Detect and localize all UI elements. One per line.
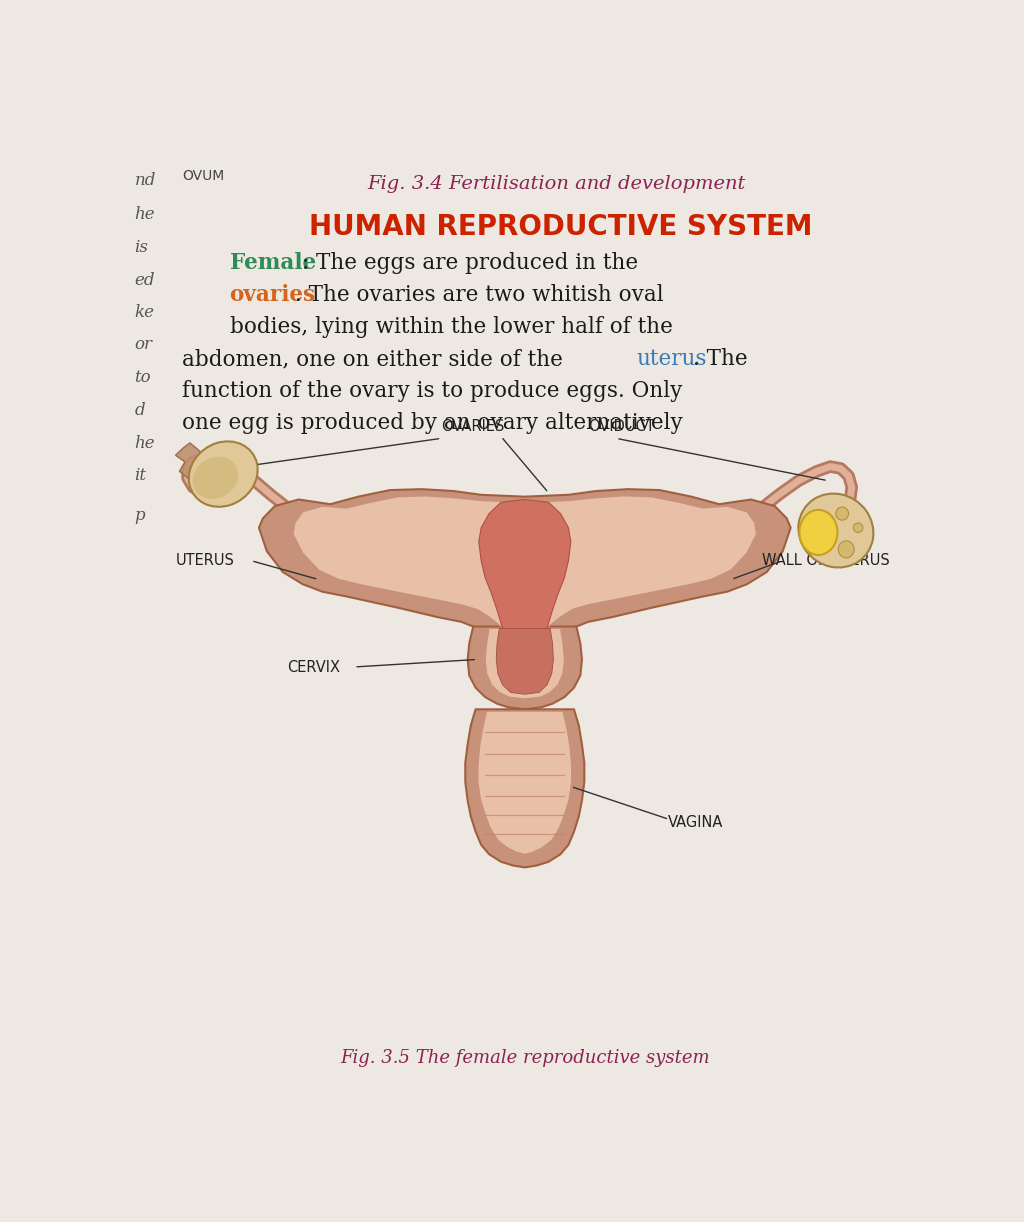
Text: HUMAN REPRODUCTIVE SYSTEM: HUMAN REPRODUCTIVE SYSTEM xyxy=(309,213,812,241)
Text: to: to xyxy=(134,369,151,386)
Polygon shape xyxy=(497,628,553,694)
Text: he: he xyxy=(134,435,155,452)
Text: nd: nd xyxy=(134,172,156,189)
Text: function of the ovary is to produce eggs. Only: function of the ovary is to produce eggs… xyxy=(182,380,682,402)
Text: . The: . The xyxy=(693,348,748,370)
Text: or: or xyxy=(134,336,153,353)
Text: bodies, lying within the lower half of the: bodies, lying within the lower half of t… xyxy=(229,316,673,338)
Polygon shape xyxy=(176,444,215,478)
Polygon shape xyxy=(833,505,860,541)
Ellipse shape xyxy=(836,507,849,521)
Text: OVUM: OVUM xyxy=(182,169,224,183)
Text: CERVIX: CERVIX xyxy=(287,660,340,676)
Text: he: he xyxy=(134,205,155,222)
Text: ke: ke xyxy=(134,304,155,320)
Text: p: p xyxy=(134,507,145,524)
Ellipse shape xyxy=(188,441,258,507)
Polygon shape xyxy=(465,709,585,868)
Polygon shape xyxy=(259,489,791,653)
Polygon shape xyxy=(478,711,571,854)
Ellipse shape xyxy=(853,523,863,533)
Text: ovaries: ovaries xyxy=(229,284,315,306)
Text: WALL OF UTERUS: WALL OF UTERUS xyxy=(762,554,890,568)
Polygon shape xyxy=(479,500,570,648)
Text: Female: Female xyxy=(229,252,315,274)
Text: d: d xyxy=(134,402,145,419)
Text: ed: ed xyxy=(134,271,155,288)
Polygon shape xyxy=(485,628,564,699)
Text: OVIDUCT: OVIDUCT xyxy=(588,419,655,434)
Ellipse shape xyxy=(800,510,838,555)
Text: it: it xyxy=(134,468,146,484)
Polygon shape xyxy=(468,627,582,709)
Text: one egg is produced by an ovary alternatively: one egg is produced by an ovary alternat… xyxy=(182,412,683,434)
Text: UTERUS: UTERUS xyxy=(176,554,234,568)
Text: OVARIES: OVARIES xyxy=(441,419,505,434)
Text: . The ovaries are two whitish oval: . The ovaries are two whitish oval xyxy=(295,284,664,306)
Text: abdomen, one on either side of the: abdomen, one on either side of the xyxy=(182,348,569,370)
Text: Fig. 3.4 Fertilisation and development: Fig. 3.4 Fertilisation and development xyxy=(368,175,745,193)
Polygon shape xyxy=(293,496,757,633)
Text: VAGINA: VAGINA xyxy=(668,815,723,830)
Text: is: is xyxy=(134,238,148,255)
Text: uterus: uterus xyxy=(636,348,707,370)
Ellipse shape xyxy=(799,494,873,567)
Ellipse shape xyxy=(839,541,854,557)
Ellipse shape xyxy=(193,457,238,499)
Text: : The eggs are produced in the: : The eggs are produced in the xyxy=(295,252,638,274)
Text: Fig. 3.5 The female reproductive system: Fig. 3.5 The female reproductive system xyxy=(340,1048,710,1067)
